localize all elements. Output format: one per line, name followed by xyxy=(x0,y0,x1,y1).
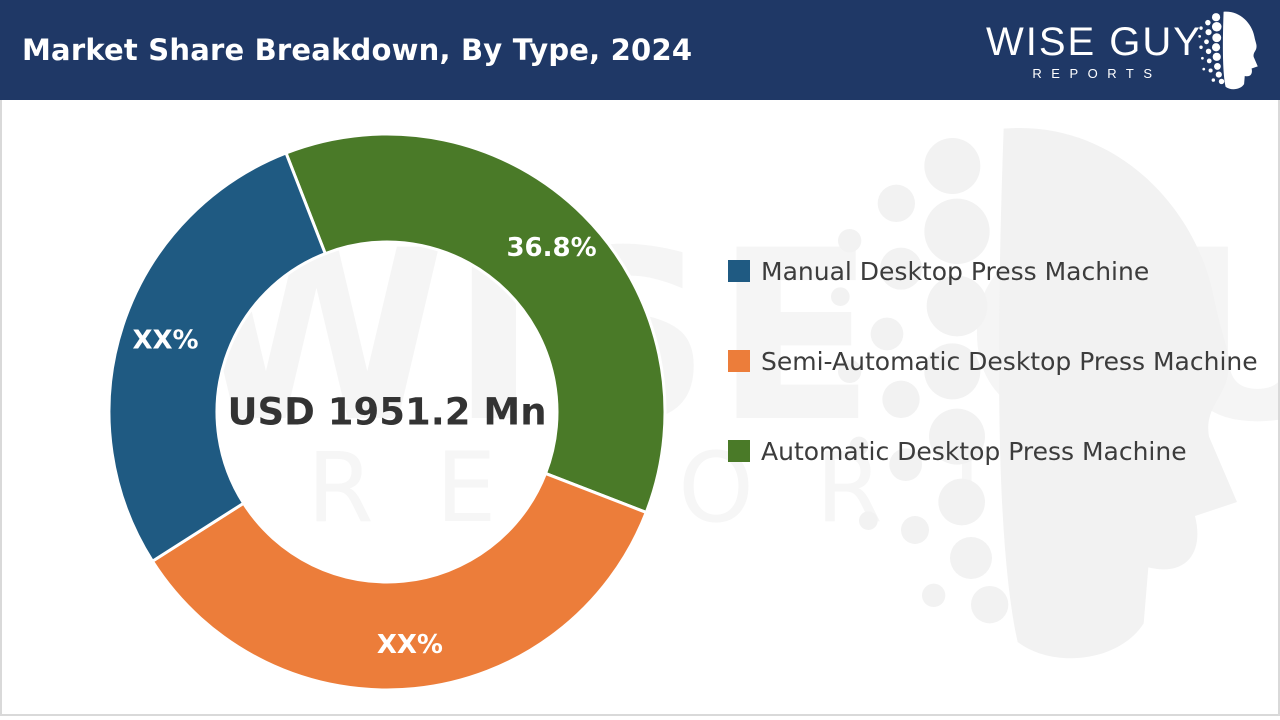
slice-automatic-desktop-press-machine xyxy=(284,132,667,515)
logo-title: WISE GUY xyxy=(985,20,1202,64)
legend-item-automatic: Automatic Desktop Press Machine xyxy=(728,436,1258,466)
page-title: Market Share Breakdown, By Type, 2024 xyxy=(22,33,693,67)
slice-label: 36.8% xyxy=(506,233,596,263)
legend-label: Manual Desktop Press Machine xyxy=(761,256,1150,286)
wise-guy-logo: WISE GUY REPORTS xyxy=(986,8,1268,92)
header-bar: Market Share Breakdown, By Type, 2024 WI… xyxy=(0,0,1280,100)
slice-manual-desktop-press-machine xyxy=(107,151,328,564)
legend-swatch-manual xyxy=(728,260,750,282)
logo-face-icon xyxy=(1198,11,1258,90)
slice-label: XX% xyxy=(377,630,443,660)
legend-item-semi-automatic: Semi-Automatic Desktop Press Machine xyxy=(728,346,1258,376)
chart-area: WISE GUY REPORTS 36.8% XX% XX% USD 1951.2 … xyxy=(0,100,1280,716)
legend-swatch-semi-automatic xyxy=(728,350,750,372)
legend-item-manual: Manual Desktop Press Machine xyxy=(728,256,1258,286)
donut-chart: 36.8% XX% XX% xyxy=(107,132,667,692)
logo-wordmark: WISE GUY REPORTS xyxy=(986,19,1202,81)
chart-legend: Manual Desktop Press Machine Semi-Automa… xyxy=(728,257,1258,527)
slice-semi-automatic-desktop-press-machine xyxy=(150,471,649,692)
donut-center-value: USD 1951.2 Mn xyxy=(227,390,547,434)
legend-swatch-automatic xyxy=(728,440,750,462)
legend-label: Automatic Desktop Press Machine xyxy=(761,436,1187,466)
legend-label: Semi-Automatic Desktop Press Machine xyxy=(761,346,1258,376)
slice-label: XX% xyxy=(132,326,198,356)
brand-watermark: WISE GUY REPORTS xyxy=(2,100,1278,714)
logo-subtitle: REPORTS xyxy=(1032,66,1162,81)
watermark-subtitle: REPORTS xyxy=(307,432,1182,544)
